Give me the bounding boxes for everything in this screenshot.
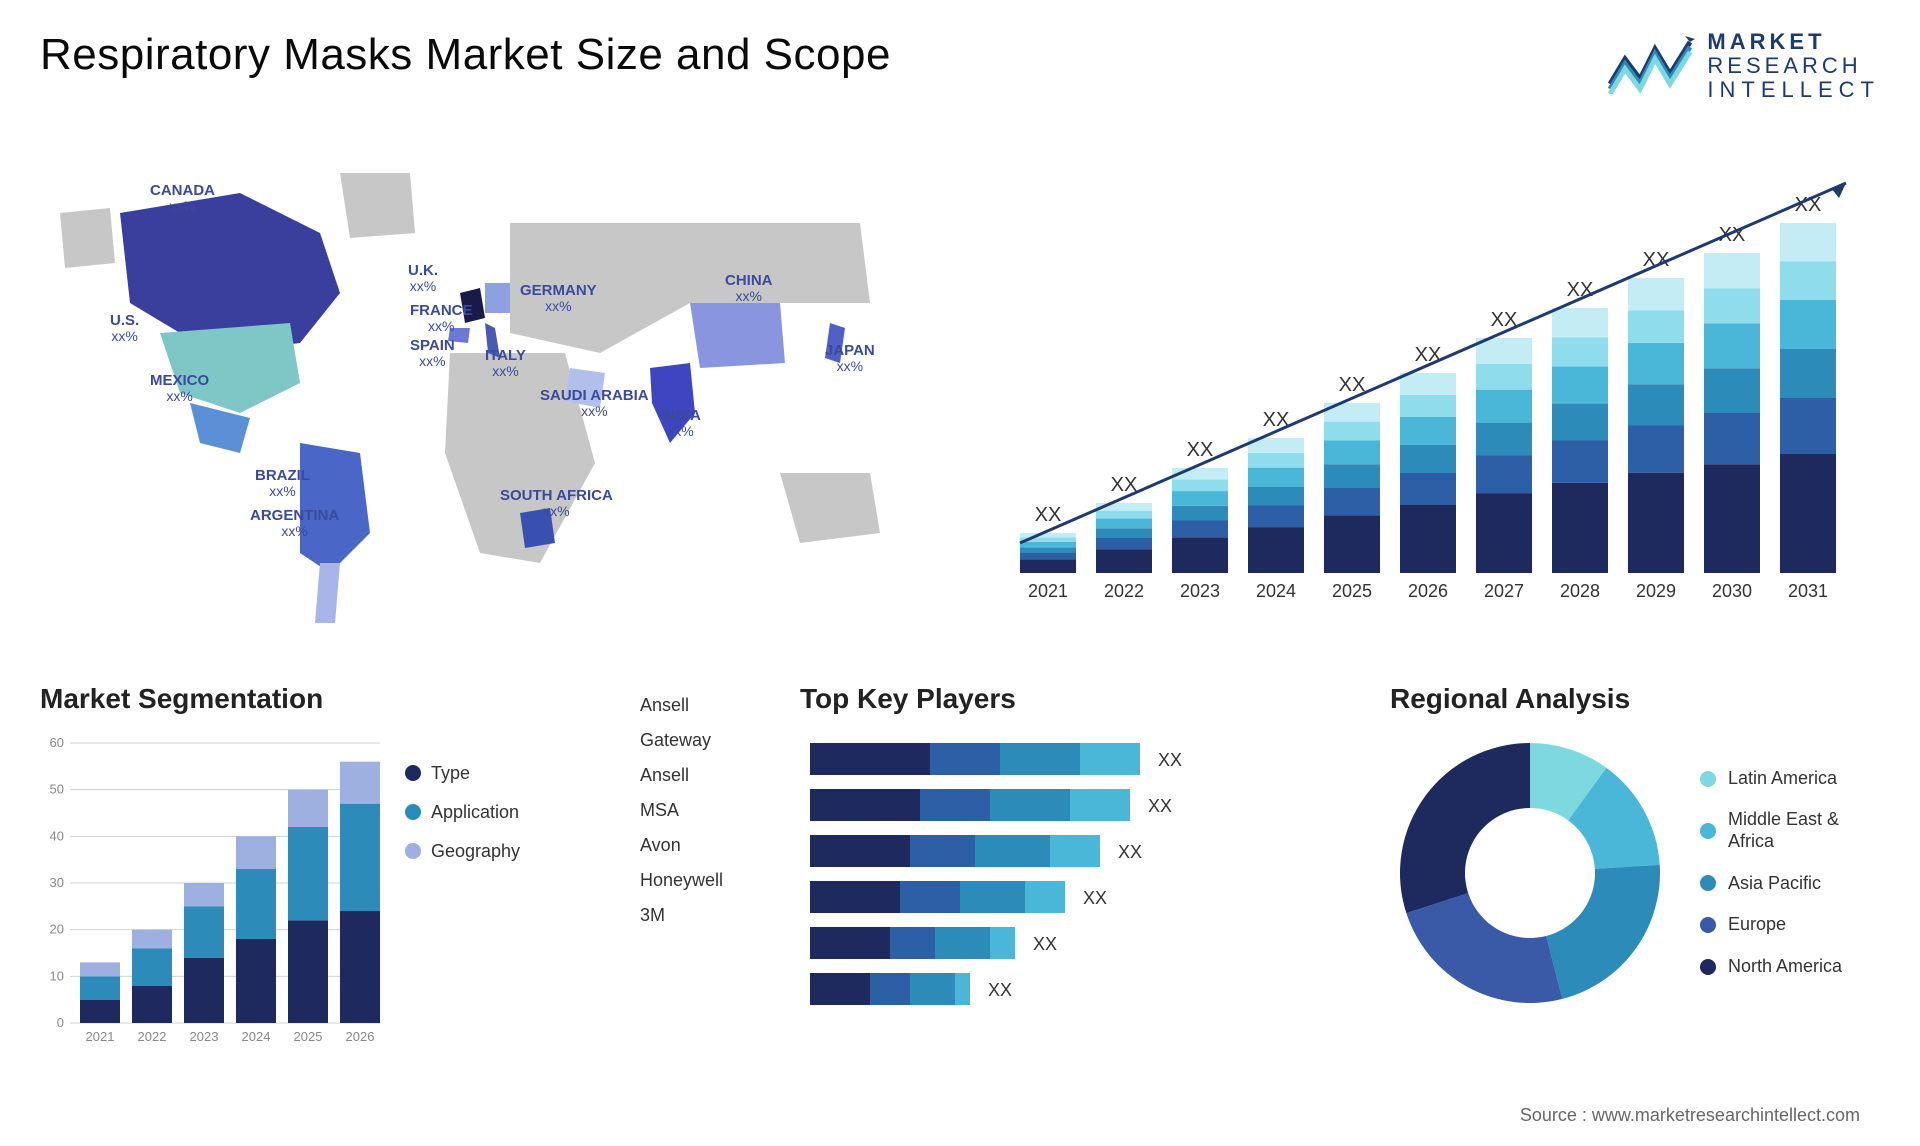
svg-text:2028: 2028	[1560, 581, 1600, 601]
players-list: Ansell Gateway Ansell MSA Avon Honeywell 3M	[640, 683, 770, 1053]
svg-text:40: 40	[50, 828, 64, 843]
svg-text:2024: 2024	[1256, 581, 1296, 601]
player-name: Avon	[640, 835, 770, 856]
brand-logo: MARKET RESEARCH INTELLECT	[1605, 30, 1880, 103]
segmentation-chart: 0 10 20 30 40 50 60 2021 2022 2023 2024 2025 2026	[40, 733, 380, 1053]
svg-text:2030: 2030	[1712, 581, 1752, 601]
trend-chart: 2021XX2022XX2023XX2024XX2025XX2026XX2027…	[1000, 133, 1880, 633]
map-label: SPAINxx%	[410, 338, 455, 370]
svg-text:60: 60	[50, 735, 64, 750]
source-text: Source : www.marketresearchintellect.com	[1520, 1105, 1860, 1126]
player-name: MSA	[640, 800, 770, 821]
svg-text:XX: XX	[1118, 842, 1142, 862]
svg-text:XX: XX	[1158, 750, 1182, 770]
regional-legend: Latin America Middle East & Africa Asia Pa…	[1700, 768, 1880, 978]
svg-text:2025: 2025	[1332, 581, 1372, 601]
regional-legend-item: North America	[1700, 956, 1880, 978]
svg-text:2027: 2027	[1484, 581, 1524, 601]
svg-text:2021: 2021	[1028, 581, 1068, 601]
segmentation-legend-item: Geography	[405, 841, 520, 862]
svg-text:2031: 2031	[1788, 581, 1828, 601]
svg-text:0: 0	[57, 1015, 64, 1030]
header: Respiratory Masks Market Size and Scope …	[40, 30, 1880, 103]
page-title: Respiratory Masks Market Size and Scope	[40, 30, 891, 80]
map-label: U.S.xx%	[110, 313, 139, 345]
key-players-chart: XX XX XX XX XX XX	[800, 733, 1260, 1043]
svg-text:2026: 2026	[1408, 581, 1448, 601]
svg-text:2023: 2023	[1180, 581, 1220, 601]
map-label: SAUDI ARABIAxx%	[540, 388, 649, 420]
segmentation-legend: Type Application Geography	[405, 733, 520, 1053]
player-name: Honeywell	[640, 870, 770, 891]
world-map-panel: CANADAxx% U.S.xx% MEXICOxx% BRAZILxx% ARGENT…	[40, 133, 960, 633]
regional-title: Regional Analysis	[1390, 683, 1880, 715]
logo-text: MARKET RESEARCH INTELLECT	[1707, 30, 1880, 103]
svg-text:2021: 2021	[86, 1029, 115, 1044]
svg-text:XX: XX	[1035, 504, 1062, 526]
map-label: GERMANYxx%	[520, 283, 597, 315]
svg-text:XX: XX	[1148, 796, 1172, 816]
svg-text:XX: XX	[988, 980, 1012, 1000]
bottom-row: Market Segmentation 0 10 20 30 40 50 60 2021 202…	[40, 683, 1880, 1053]
segmentation-legend-item: Type	[405, 763, 520, 784]
segmentation-title: Market Segmentation	[40, 683, 610, 715]
logo-mark-icon	[1605, 34, 1695, 99]
key-players-panel: Top Key Players XX XX XX XX XX XX	[800, 683, 1360, 1053]
top-row: CANADAxx% U.S.xx% MEXICOxx% BRAZILxx% ARGENT…	[40, 133, 1880, 633]
svg-text:50: 50	[50, 781, 64, 796]
map-label: CHINAxx%	[725, 273, 773, 305]
svg-text:2022: 2022	[138, 1029, 167, 1044]
map-label: ITALYxx%	[485, 348, 526, 380]
regional-legend-item: Middle East & Africa	[1700, 809, 1880, 852]
svg-text:XX: XX	[1033, 934, 1057, 954]
svg-text:30: 30	[50, 875, 64, 890]
trend-chart-panel: 2021XX2022XX2023XX2024XX2025XX2026XX2027…	[1000, 133, 1880, 633]
key-players-title: Top Key Players	[800, 683, 1360, 715]
svg-text:2025: 2025	[294, 1029, 323, 1044]
regional-panel: Regional Analysis Latin America Middle Ea…	[1390, 683, 1880, 1053]
svg-text:10: 10	[50, 968, 64, 983]
regional-legend-item: Asia Pacific	[1700, 873, 1880, 895]
svg-text:20: 20	[50, 921, 64, 936]
map-label: ARGENTINAxx%	[250, 508, 339, 540]
svg-text:2022: 2022	[1104, 581, 1144, 601]
segmentation-legend-item: Application	[405, 802, 520, 823]
player-name: Ansell	[640, 765, 770, 786]
map-label: INDIAxx%	[660, 408, 701, 440]
map-label: SOUTH AFRICAxx%	[500, 488, 613, 520]
segmentation-panel: Market Segmentation 0 10 20 30 40 50 60 2021 202…	[40, 683, 610, 1053]
map-label: BRAZILxx%	[255, 468, 310, 500]
map-label: CANADAxx%	[150, 183, 215, 215]
svg-text:2029: 2029	[1636, 581, 1676, 601]
map-label: U.K.xx%	[408, 263, 438, 295]
map-label: MEXICOxx%	[150, 373, 209, 405]
map-label: FRANCExx%	[410, 303, 473, 335]
svg-text:XX: XX	[1083, 888, 1107, 908]
player-name: Gateway	[640, 730, 770, 751]
svg-text:2026: 2026	[346, 1029, 375, 1044]
player-name: 3M	[640, 905, 770, 926]
player-name: Ansell	[640, 695, 770, 716]
regional-legend-item: Europe	[1700, 914, 1880, 936]
svg-text:2024: 2024	[242, 1029, 271, 1044]
regional-donut-chart	[1390, 733, 1670, 1013]
svg-text:XX: XX	[1187, 439, 1214, 461]
map-label: JAPANxx%	[825, 343, 875, 375]
regional-legend-item: Latin America	[1700, 768, 1880, 790]
svg-text:XX: XX	[1643, 249, 1670, 271]
svg-text:2023: 2023	[190, 1029, 219, 1044]
